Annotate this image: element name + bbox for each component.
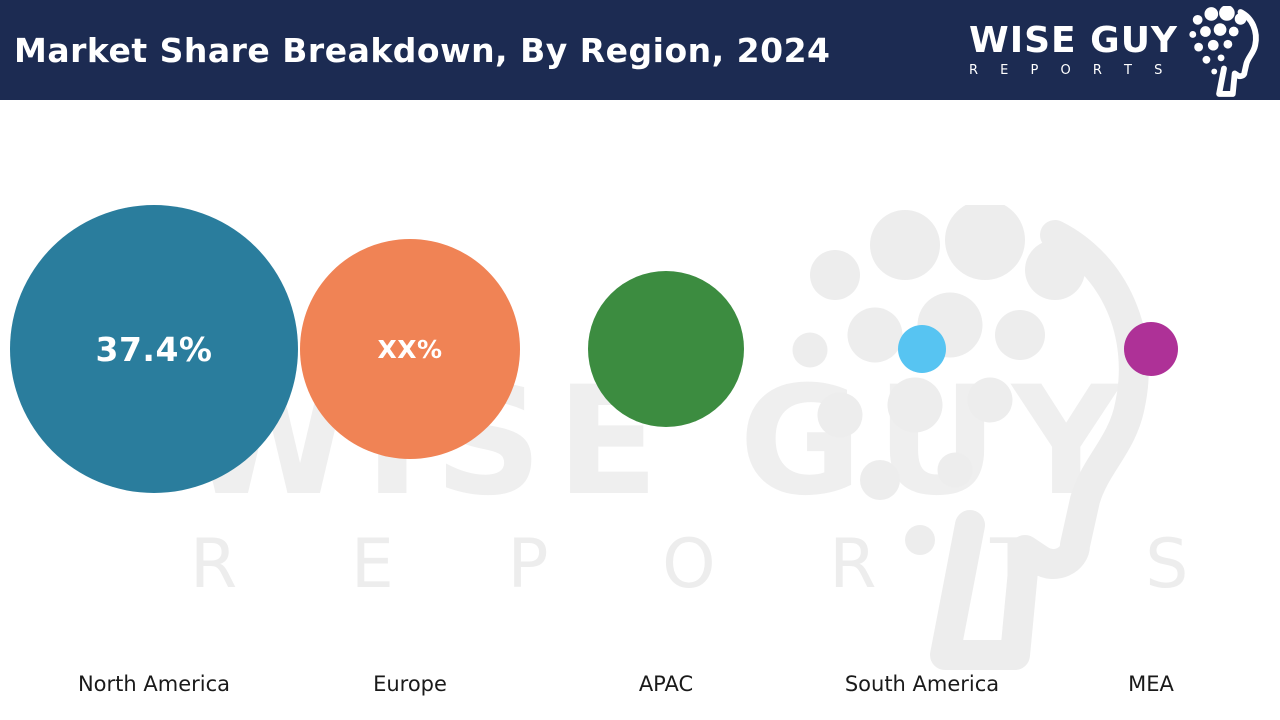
bubble-apac	[588, 271, 744, 427]
bubble-value-label: 37.4%	[95, 329, 213, 369]
brand-name: WISE GUY	[968, 19, 1178, 61]
bubble-europe: XX%	[300, 239, 520, 459]
chart-area: WISE GUY R E P O R T S 37.4% North Americ…	[0, 100, 1280, 720]
region-label-mea: MEA	[1128, 672, 1174, 696]
brand-subname: R E P O R T S	[968, 62, 1172, 78]
region-label-south-america: South America	[844, 672, 1000, 696]
header: Market Share Breakdown, By Region, 2024 …	[0, 0, 1280, 100]
bubble-south-america	[898, 325, 946, 373]
region-label-europe: Europe	[373, 672, 447, 696]
region-label-apac: APAC	[638, 672, 694, 696]
region-label-north-america: North America	[77, 672, 231, 696]
brand-logo-text: WISE GUY R E P O R T S	[968, 19, 1178, 78]
head-profile-icon	[1189, 6, 1259, 97]
brand-logo: WISE GUY R E P O R T S	[969, 0, 1262, 100]
bubble-mea	[1124, 322, 1178, 376]
page-title: Market Share Breakdown, By Region, 2024	[14, 30, 831, 70]
watermark-head-profile-icon	[792, 205, 1149, 670]
bubble-value-label: XX%	[377, 334, 443, 364]
bubble-north-america: 37.4%	[10, 205, 298, 493]
